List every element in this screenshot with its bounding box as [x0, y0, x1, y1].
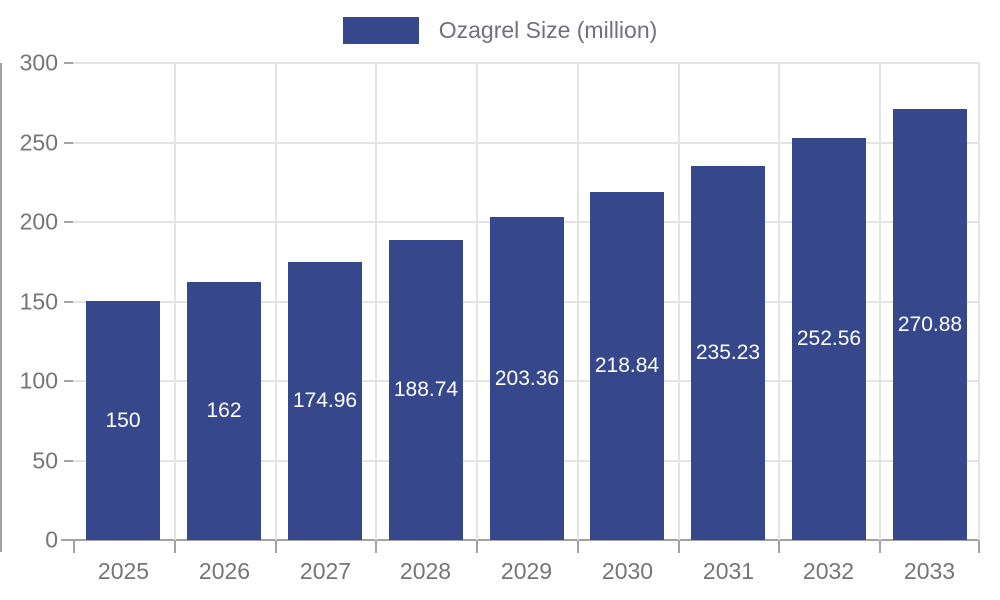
bar-2029[interactable]: 203.36 [490, 217, 564, 540]
y-tick-mark [64, 459, 73, 462]
h-gridline [73, 62, 980, 64]
bar-value-label: 252.56 [796, 327, 862, 350]
y-tick-mark [64, 300, 73, 303]
v-gridline [576, 63, 579, 540]
x-tick-mark [677, 541, 680, 553]
y-tick-mark [64, 62, 73, 64]
x-tick-label-2025: 2025 [97, 558, 150, 584]
x-tick-mark [375, 541, 378, 553]
y-tick-mark [64, 539, 73, 541]
bar-2026[interactable]: 162 [187, 282, 261, 540]
x-tick-mark [476, 541, 479, 553]
bar-value-label: 174.96 [292, 389, 358, 412]
y-tick-label: 100 [19, 367, 58, 394]
chart-legend: Ozagrel Size (million) [0, 14, 1000, 46]
v-gridline [274, 63, 277, 540]
x-tick-label-2030: 2030 [601, 558, 654, 584]
bar-2028[interactable]: 188.74 [389, 240, 463, 540]
bar-2027[interactable]: 174.96 [288, 262, 362, 540]
x-tick-label-2032: 2032 [802, 558, 855, 584]
bar-value-label: 188.74 [393, 378, 459, 401]
bar-2030[interactable]: 218.84 [590, 192, 664, 540]
y-tick-label: 150 [19, 288, 58, 314]
v-gridline [978, 63, 980, 540]
x-tick-mark [879, 541, 882, 553]
y-tick-label: 200 [19, 208, 58, 235]
x-tick-mark [274, 541, 277, 553]
x-axis-line [61, 539, 980, 541]
bar-2033[interactable]: 270.88 [893, 109, 967, 540]
x-tick-mark [576, 541, 579, 553]
y-tick-mark [64, 380, 73, 382]
v-gridline [476, 63, 479, 540]
y-tick-label: 50 [32, 447, 58, 473]
x-tick-mark [173, 541, 176, 553]
v-gridline [173, 63, 176, 540]
bar-2031[interactable]: 235.23 [691, 166, 765, 540]
x-tick-mark [978, 541, 980, 553]
bar-value-label: 162 [206, 399, 242, 422]
x-tick-label-2029: 2029 [500, 558, 553, 584]
bar-value-label: 235.23 [695, 341, 761, 364]
v-gridline [677, 63, 680, 540]
y-tick-label: 250 [19, 129, 58, 155]
y-tick-label: 300 [19, 49, 58, 76]
y-tick-mark [64, 141, 73, 144]
x-tick-mark [778, 541, 781, 553]
plot-area: 150 162 174.96 188.74 203.36 218.84 235.23 252.… [73, 62, 980, 540]
x-tick-label-2027: 2027 [299, 558, 352, 584]
h-gridline [73, 141, 980, 144]
y-tick-mark [64, 221, 73, 223]
y-axis-line [0, 63, 2, 552]
x-tick-label-2026: 2026 [198, 558, 251, 584]
x-tick-mark [73, 541, 75, 553]
x-tick-label-2033: 2033 [903, 558, 956, 584]
x-tick-label-2028: 2028 [399, 558, 452, 584]
bar-value-label: 150 [105, 409, 141, 432]
v-gridline [879, 63, 882, 540]
bar-2025[interactable]: 150 [86, 301, 160, 540]
v-gridline [375, 63, 378, 540]
bar-2032[interactable]: 252.56 [792, 138, 866, 540]
v-gridline [778, 63, 781, 540]
legend-label[interactable]: Ozagrel Size (million) [438, 16, 658, 43]
bar-value-label: 218.84 [594, 354, 660, 377]
bar-value-label: 203.36 [494, 367, 560, 390]
legend-swatch[interactable] [342, 16, 419, 44]
x-tick-label-2031: 2031 [702, 558, 755, 584]
y-tick-label: 0 [45, 526, 58, 553]
bar-value-label: 270.88 [897, 313, 963, 336]
